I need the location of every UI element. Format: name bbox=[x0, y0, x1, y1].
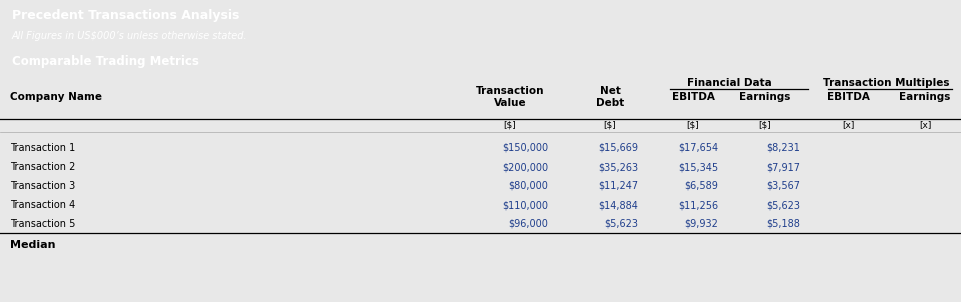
Text: $5,623: $5,623 bbox=[604, 219, 637, 229]
Text: Transaction 3: Transaction 3 bbox=[10, 181, 75, 191]
Text: EBITDA: EBITDA bbox=[825, 92, 869, 102]
Text: $8,231: $8,231 bbox=[765, 143, 800, 153]
Text: Transaction: Transaction bbox=[476, 86, 544, 96]
Text: $15,345: $15,345 bbox=[678, 162, 717, 172]
Text: $35,263: $35,263 bbox=[597, 162, 637, 172]
Text: Financial Data: Financial Data bbox=[686, 78, 771, 88]
Text: $7,917: $7,917 bbox=[765, 162, 800, 172]
Text: Company Name: Company Name bbox=[10, 92, 102, 102]
Text: Transaction 1: Transaction 1 bbox=[10, 143, 75, 153]
Text: $6,589: $6,589 bbox=[683, 181, 717, 191]
Text: $14,884: $14,884 bbox=[598, 200, 637, 210]
Text: Precedent Transactions Analysis: Precedent Transactions Analysis bbox=[12, 8, 238, 21]
Text: $11,256: $11,256 bbox=[678, 200, 717, 210]
Text: $200,000: $200,000 bbox=[502, 162, 548, 172]
Text: $5,623: $5,623 bbox=[765, 200, 800, 210]
Text: $150,000: $150,000 bbox=[502, 143, 548, 153]
Text: Transaction 5: Transaction 5 bbox=[10, 219, 75, 229]
Text: [$]: [$] bbox=[686, 120, 699, 130]
Text: $15,669: $15,669 bbox=[598, 143, 637, 153]
Text: $17,654: $17,654 bbox=[678, 143, 717, 153]
Text: Earnings: Earnings bbox=[899, 92, 949, 102]
Text: Debt: Debt bbox=[595, 98, 624, 108]
Text: EBITDA: EBITDA bbox=[671, 92, 714, 102]
Text: Comparable Trading Metrics: Comparable Trading Metrics bbox=[12, 54, 198, 68]
Text: [x]: [x] bbox=[918, 120, 930, 130]
Text: Transaction 2: Transaction 2 bbox=[10, 162, 75, 172]
Text: [$]: [$] bbox=[504, 120, 516, 130]
Text: $11,247: $11,247 bbox=[597, 181, 637, 191]
Text: Net: Net bbox=[599, 86, 620, 96]
Text: All Figures in US$000’s unless otherwise stated.: All Figures in US$000’s unless otherwise… bbox=[12, 31, 247, 41]
Text: $9,932: $9,932 bbox=[683, 219, 717, 229]
Text: Transaction 4: Transaction 4 bbox=[10, 200, 75, 210]
Text: $110,000: $110,000 bbox=[502, 200, 548, 210]
Text: [x]: [x] bbox=[841, 120, 853, 130]
Text: $96,000: $96,000 bbox=[507, 219, 548, 229]
Text: Transaction Multiples: Transaction Multiples bbox=[823, 78, 949, 88]
Text: [$]: [$] bbox=[603, 120, 616, 130]
Text: Value: Value bbox=[493, 98, 526, 108]
Text: Median: Median bbox=[10, 240, 56, 250]
Text: $80,000: $80,000 bbox=[507, 181, 548, 191]
Text: $5,188: $5,188 bbox=[765, 219, 800, 229]
Text: $3,567: $3,567 bbox=[765, 181, 800, 191]
Text: Earnings: Earnings bbox=[739, 92, 790, 102]
Text: [$]: [$] bbox=[758, 120, 771, 130]
